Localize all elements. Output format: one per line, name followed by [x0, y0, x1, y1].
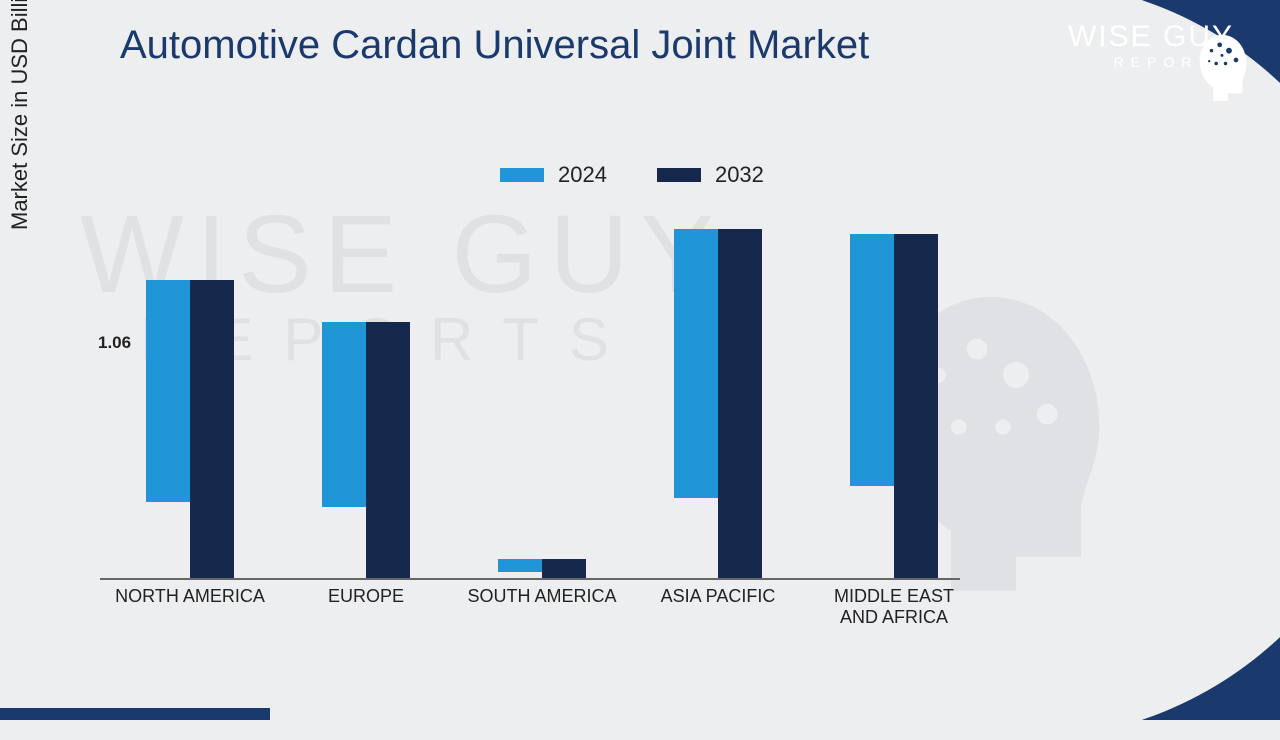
- bar-group: ASIA PACIFIC: [638, 229, 798, 578]
- bar-group: MIDDLE EAST AND AFRICA: [814, 234, 974, 578]
- bar: [850, 234, 894, 486]
- bar: [542, 559, 586, 578]
- chart-title: Automotive Cardan Universal Joint Market: [120, 22, 880, 68]
- legend-swatch-2024: [500, 168, 544, 182]
- bar: [674, 229, 718, 498]
- category-label: ASIA PACIFIC: [638, 578, 798, 607]
- bar-group: NORTH AMERICA: [110, 280, 270, 578]
- bar-group: SOUTH AMERICA: [462, 559, 622, 578]
- category-label: SOUTH AMERICA: [462, 578, 622, 607]
- y-axis-label: Market Size in USD Billion: [7, 0, 33, 230]
- bar: [366, 322, 410, 578]
- category-label: NORTH AMERICA: [110, 578, 270, 607]
- legend: 2024 2032: [500, 162, 764, 188]
- bar: [498, 559, 542, 572]
- category-label: EUROPE: [286, 578, 446, 607]
- legend-item-2032: 2032: [657, 162, 764, 188]
- legend-label-2024: 2024: [558, 162, 607, 188]
- logo-head-icon: [1192, 32, 1252, 102]
- legend-swatch-2032: [657, 168, 701, 182]
- bar: [190, 280, 234, 578]
- bar: [322, 322, 366, 507]
- legend-label-2032: 2032: [715, 162, 764, 188]
- chart-plot-area: NORTH AMERICA1.06 EUROPE SOUTH AMERICA ASIA…: [100, 200, 960, 580]
- bar: [146, 280, 190, 503]
- bottom-accent-strip: [0, 708, 270, 720]
- legend-item-2024: 2024: [500, 162, 607, 188]
- data-label: 1.06: [98, 333, 131, 353]
- bar-group: EUROPE: [286, 322, 446, 578]
- brand-logo: WISE GUY REPORTS: [1068, 20, 1252, 70]
- category-label: MIDDLE EAST AND AFRICA: [814, 578, 974, 627]
- bar: [894, 234, 938, 578]
- bar: [718, 229, 762, 578]
